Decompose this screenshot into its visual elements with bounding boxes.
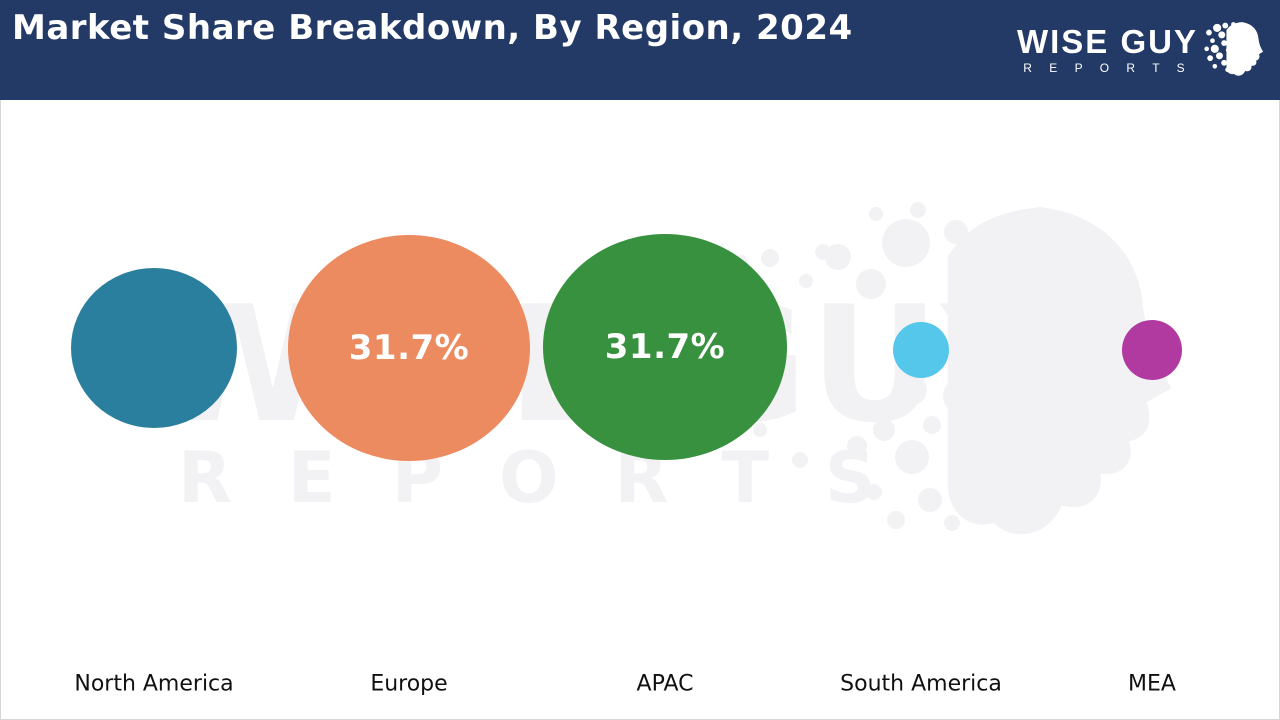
bubble-europe: 31.7% [288, 235, 530, 461]
bubble-value-label: 31.7% [348, 328, 470, 368]
bubble-north-america [71, 268, 237, 428]
region-label-north-america: North America [74, 671, 234, 697]
bubble-south-america [893, 322, 949, 378]
logo-head-icon [1204, 22, 1264, 76]
logo: WISE GUY R E P O R T S [1017, 6, 1266, 94]
logo-subtext: R E P O R T S [1023, 61, 1192, 75]
header: Market Share Breakdown, By Region, 2024 … [0, 0, 1280, 100]
watermark-head-icon [947, 207, 1172, 535]
watermark-subtext: REPORTS [178, 437, 931, 519]
region-label-south-america: South America [840, 671, 1002, 697]
logo-text: WISE GUY R E P O R T S [1017, 25, 1198, 75]
bubble-value-label: 31.7% [604, 327, 726, 367]
region-label-mea: MEA [1128, 671, 1176, 697]
region-label-apac: APAC [636, 671, 694, 697]
region-label-europe: Europe [370, 671, 448, 697]
bubble-mea [1122, 320, 1182, 380]
logo-wordmark: WISE GUY [1016, 23, 1198, 60]
bubble-apac: 31.7% [543, 234, 787, 460]
page-title: Market Share Breakdown, By Region, 2024 [12, 8, 853, 48]
